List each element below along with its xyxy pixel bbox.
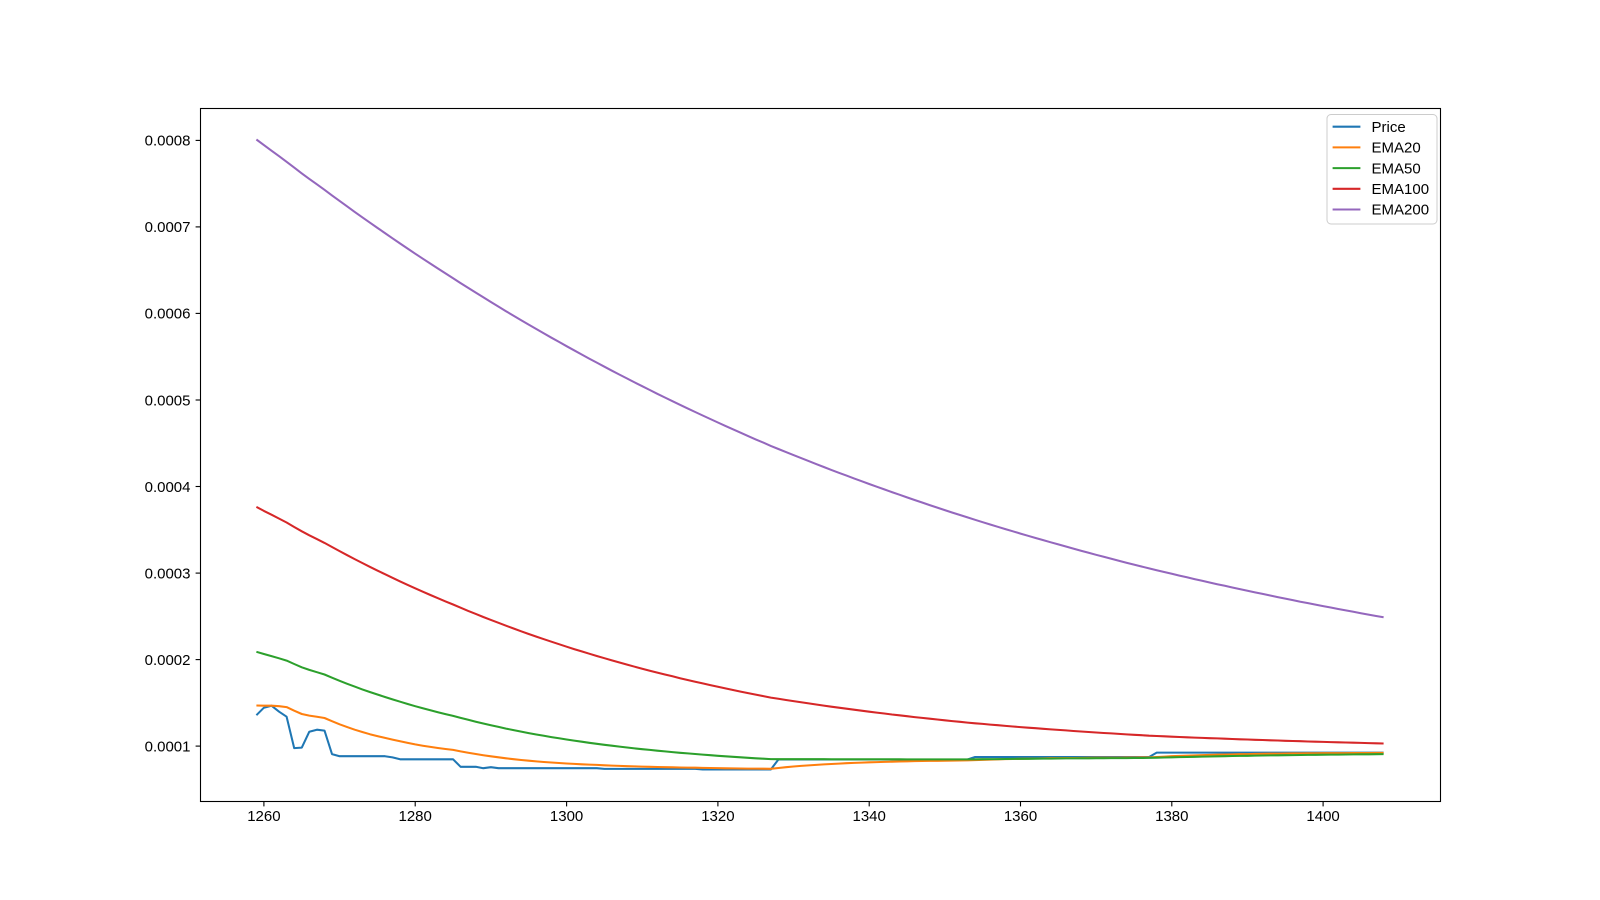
svg-text:EMA100: EMA100 [1372, 181, 1430, 198]
svg-text:1340: 1340 [853, 808, 886, 825]
svg-text:Price: Price [1372, 119, 1406, 136]
svg-text:1400: 1400 [1306, 808, 1339, 825]
svg-text:EMA200: EMA200 [1372, 202, 1430, 219]
svg-text:0.0007: 0.0007 [145, 219, 191, 236]
svg-text:0.0004: 0.0004 [145, 479, 191, 496]
svg-text:0.0002: 0.0002 [145, 652, 191, 669]
svg-text:EMA50: EMA50 [1372, 160, 1421, 177]
svg-text:0.0003: 0.0003 [145, 565, 191, 582]
svg-text:1280: 1280 [399, 808, 432, 825]
svg-text:0.0005: 0.0005 [145, 392, 191, 409]
svg-text:1360: 1360 [1004, 808, 1037, 825]
svg-text:1300: 1300 [550, 808, 583, 825]
svg-text:1380: 1380 [1155, 808, 1188, 825]
svg-text:1320: 1320 [701, 808, 734, 825]
svg-text:0.0006: 0.0006 [145, 306, 191, 323]
svg-text:EMA20: EMA20 [1372, 140, 1421, 157]
svg-text:1260: 1260 [247, 808, 280, 825]
svg-text:0.0001: 0.0001 [145, 738, 191, 755]
svg-text:0.0008: 0.0008 [145, 133, 191, 150]
